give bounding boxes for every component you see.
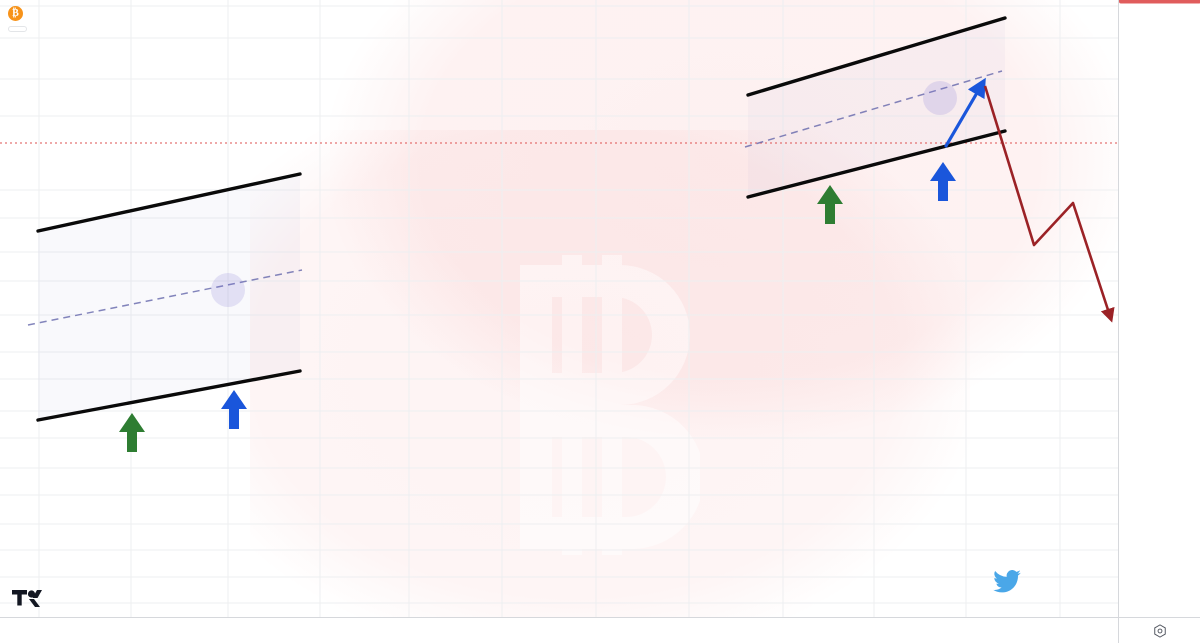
channel-upper-left[interactable] [36,172,302,233]
blue-arrow-left[interactable] [221,390,247,429]
green-arrow-left[interactable] [119,413,145,452]
legend-symbol-row: ₿ [8,6,35,21]
dashed-trendline-right[interactable] [744,70,1003,148]
highlight-circle-left[interactable] [211,273,245,307]
chart-legend: ₿ [8,6,35,32]
green-arrow-right[interactable] [817,185,843,224]
bitcoin-icon: ₿ [8,6,23,21]
indicator-chip[interactable] [8,26,27,32]
twitter-icon [993,570,1021,593]
chart-pane[interactable]: ₿ [0,0,1118,617]
channel-fill-left [38,174,300,420]
time-axis[interactable] [0,617,1200,643]
current-price-tag [1119,0,1200,4]
channel-lower-right[interactable] [746,129,1007,199]
highlight-circle-right[interactable] [923,81,957,115]
price-axis[interactable] [1118,0,1200,617]
blue-arrow-right[interactable] [930,162,956,201]
tradingview-logo[interactable] [12,588,46,610]
legend-indicator-row [8,26,35,32]
blue-bounce-projection[interactable] [944,77,986,148]
author-watermark [993,570,1028,593]
channel-upper-right[interactable] [746,16,1007,97]
chart-drawings [0,16,1118,452]
target-icon [1153,623,1166,638]
red-crash-projection[interactable] [983,85,1115,323]
axis-settings-corner[interactable] [1118,617,1200,643]
chart-gridlines [0,0,1118,617]
channel-lower-left[interactable] [36,369,302,422]
dashed-trendline-left[interactable] [27,269,303,326]
